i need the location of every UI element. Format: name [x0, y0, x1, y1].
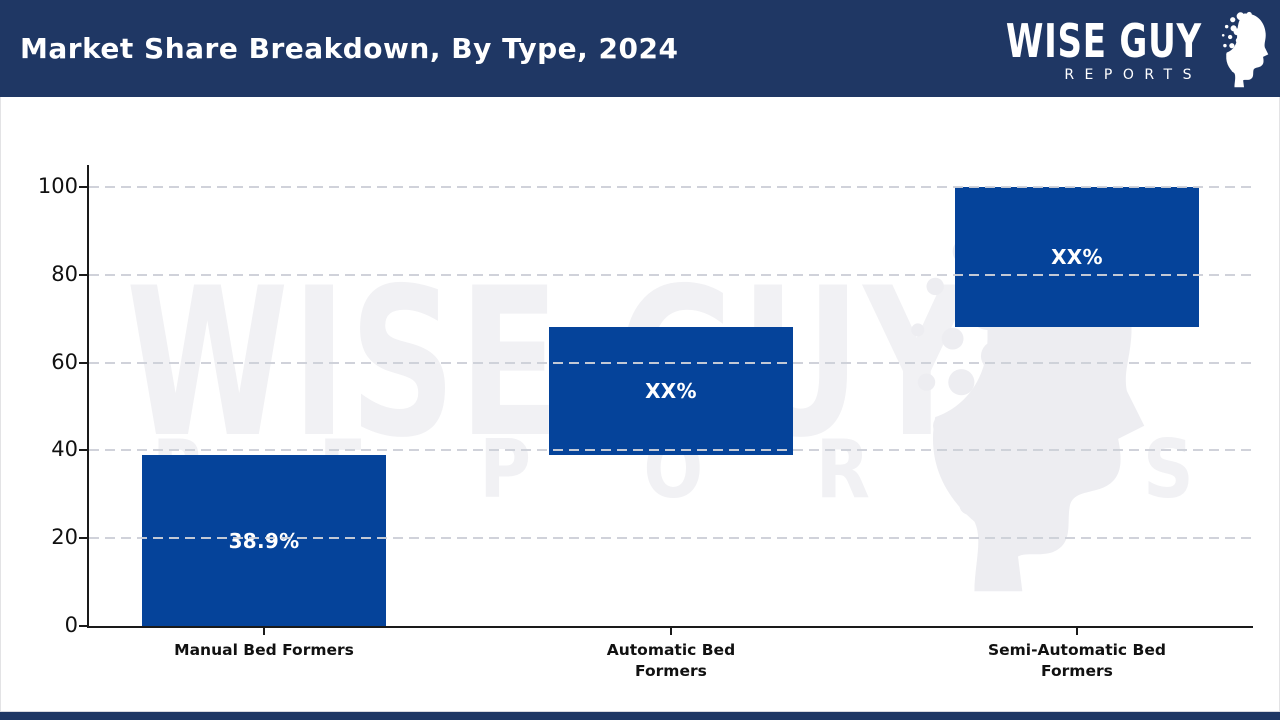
footer-bar — [0, 711, 1280, 720]
y-tick-label-100: 100 — [37, 174, 78, 198]
brand-logo: WISE GUY REPORTS — [1006, 4, 1274, 94]
y-axis-spine — [87, 165, 89, 628]
page-title: Market Share Breakdown, By Type, 2024 — [20, 32, 679, 65]
gridline-20 — [89, 537, 1253, 540]
bar-segment-semi-automatic-bed-formers: XX% — [954, 187, 1199, 328]
brand-logo-face-icon — [1221, 11, 1269, 88]
y-tick-label-60: 60 — [51, 349, 78, 374]
x-axis-spine — [87, 626, 1253, 628]
x-tickmark-manual-bed-formers — [263, 628, 266, 635]
y-tickmark-20 — [79, 537, 88, 540]
y-tickmark-0 — [79, 625, 88, 627]
brand-logo-line1: WISE GUY — [1006, 14, 1202, 68]
y-tickmark-40 — [79, 449, 88, 452]
bar-segment-automatic-bed-formers: XX% — [548, 327, 793, 456]
bar-value-label-automatic-bed-formers: XX% — [645, 379, 697, 404]
gridline-100 — [89, 186, 1253, 188]
brand-logo-text: WISE GUY REPORTS — [937, 18, 1202, 83]
x-category-label-automatic-bed-formers: Automatic Bed Formers — [606, 641, 736, 680]
x-tickmark-automatic-bed-formers — [669, 628, 672, 635]
brand-logo-line2: REPORTS — [1064, 67, 1202, 83]
y-tick-label-40: 40 — [51, 437, 78, 462]
y-tickmark-80 — [79, 273, 88, 276]
bar-value-label-semi-automatic-bed-formers: XX% — [1051, 245, 1103, 270]
y-tick-label-0: 0 — [64, 613, 78, 637]
header-bar: Market Share Breakdown, By Type, 2024 WI… — [0, 0, 1280, 97]
bar-segment-manual-bed-formers: 38.9% — [142, 455, 387, 626]
x-category-label-manual-bed-formers: Manual Bed Formers — [174, 641, 354, 659]
x-tickmark-semi-automatic-bed-formers — [1075, 628, 1078, 635]
y-tickmark-60 — [79, 361, 88, 364]
x-category-label-semi-automatic-bed-formers: Semi-Automatic Bed Formers — [987, 641, 1166, 680]
bar-value-label-manual-bed-formers: 38.9% — [228, 528, 300, 553]
y-tick-label-80: 80 — [51, 261, 78, 286]
y-tick-label-20: 20 — [51, 525, 78, 550]
gridline-40 — [89, 449, 1253, 452]
gridline-80 — [89, 273, 1253, 276]
y-tickmark-100 — [79, 186, 88, 188]
gridline-60 — [89, 361, 1253, 364]
watermark-text-wise-guy: WISE GUY — [126, 245, 974, 483]
